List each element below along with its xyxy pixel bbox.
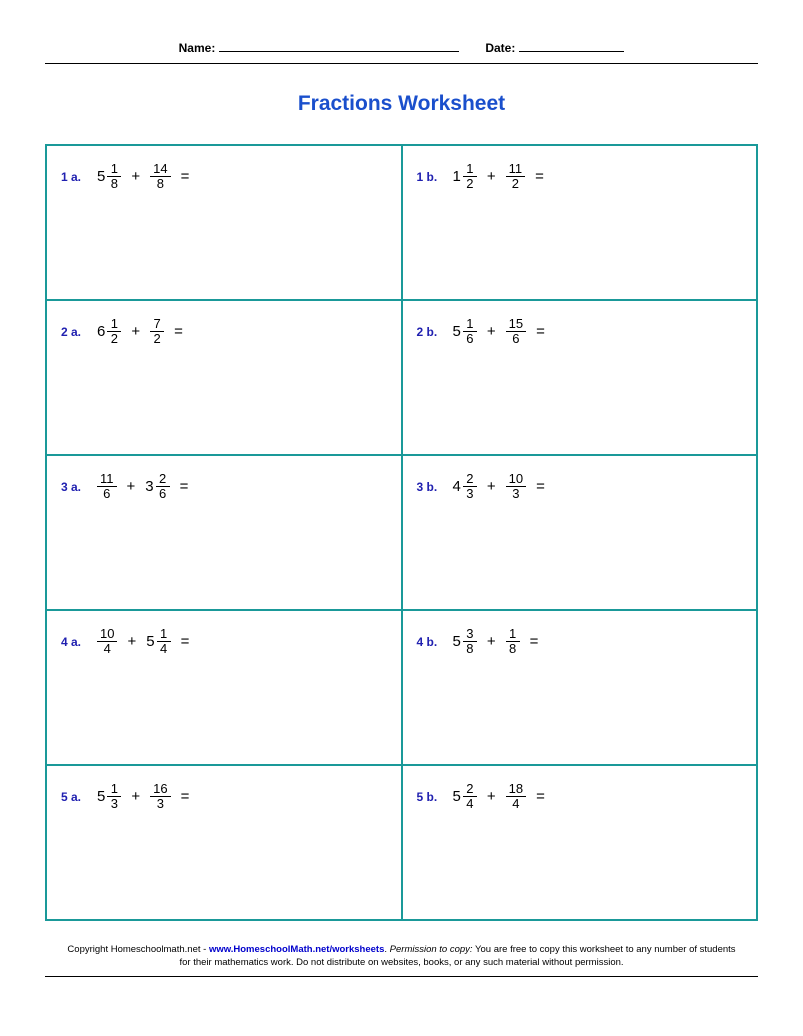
expression: 112 +112 = [453,162,546,192]
header-fields: Name: Date: [45,40,758,55]
expression: 104 +514 = [97,627,191,657]
expression: 612 +72 = [97,317,185,347]
whole-number: 5 [453,633,461,650]
equals-sign: = [179,788,192,805]
footer-link: www.HomeschoolMath.net/worksheets [209,944,384,955]
plus-operator: + [125,633,138,650]
problem-label: 3 b. [417,472,441,494]
fraction: 12 [463,162,477,192]
problem-cell: 2 a. 612 +72 = [46,300,402,455]
problem-label: 1 a. [61,162,85,184]
fraction: 24 [463,782,477,812]
problem-cell: 5 a. 513 +163 = [46,765,402,920]
problem-cell: 4 a. 104 +514 = [46,610,402,765]
worksheet-title: Fractions Worksheet [45,92,758,116]
equals-sign: = [534,478,547,495]
fraction: 163 [150,782,170,812]
fraction: 14 [157,627,171,657]
problem-label: 3 a. [61,472,85,494]
equals-sign: = [534,788,547,805]
whole-number: 5 [453,788,461,805]
problem-cell: 5 b. 524 +184 = [402,765,758,920]
fraction: 38 [463,627,477,657]
fraction: 23 [463,472,477,502]
problem-label: 1 b. [417,162,441,184]
whole-number: 1 [453,168,461,185]
whole-number: 4 [453,478,461,495]
fraction: 184 [506,782,526,812]
expression: 116 +326 = [97,472,190,502]
problem-grid: 1 a.518+148=1 b.112+112=2 a.612+72=2 b.5… [45,144,758,921]
plus-operator: + [485,788,498,805]
plus-operator: + [129,168,142,185]
equals-sign: = [533,168,546,185]
fraction: 72 [150,317,164,347]
problem-label: 5 b. [417,782,441,804]
fraction: 112 [506,162,526,192]
plus-operator: + [129,323,142,340]
expression: 513 +163 = [97,782,191,812]
equals-sign: = [178,478,191,495]
problem-cell: 2 b. 516 +156 = [402,300,758,455]
footer-copyright: Copyright Homeschoolmath.net - www.Homes… [45,943,758,970]
problem-label: 5 a. [61,782,85,804]
plus-operator: + [485,633,498,650]
plus-operator: + [485,323,498,340]
name-blank [219,40,459,52]
plus-operator: + [485,168,498,185]
whole-number: 5 [146,633,154,650]
problem-label: 4 b. [417,627,441,649]
plus-operator: + [129,788,142,805]
equals-sign: = [179,168,192,185]
name-label: Name: [179,41,216,55]
problem-cell: 4 b. 538 +18 = [402,610,758,765]
fraction: 103 [506,472,526,502]
problem-cell: 3 a. 116 +326 = [46,455,402,610]
problem-cell: 1 a. 518 +148 = [46,145,402,300]
whole-number: 3 [145,478,153,495]
footer-rule [45,976,758,977]
fraction: 12 [107,317,121,347]
fraction: 13 [107,782,121,812]
whole-number: 5 [97,168,105,185]
whole-number: 5 [453,323,461,340]
equals-sign: = [534,323,547,340]
fraction: 156 [506,317,526,347]
fraction: 26 [156,472,170,502]
problem-cell: 3 b. 423 +103 = [402,455,758,610]
header-rule [45,63,758,64]
expression: 518 +148 = [97,162,191,192]
expression: 423 +103 = [453,472,547,502]
equals-sign: = [179,633,192,650]
expression: 524 +184 = [453,782,547,812]
fraction: 116 [97,472,117,502]
fraction: 18 [107,162,121,192]
whole-number: 5 [97,788,105,805]
fraction: 148 [150,162,170,192]
fraction: 18 [506,627,520,657]
fraction: 104 [97,627,117,657]
date-blank [519,40,624,52]
plus-operator: + [125,478,138,495]
equals-sign: = [528,633,541,650]
date-label: Date: [485,41,515,55]
equals-sign: = [172,323,185,340]
problem-cell: 1 b. 112 +112 = [402,145,758,300]
plus-operator: + [485,478,498,495]
problem-label: 2 a. [61,317,85,339]
whole-number: 6 [97,323,105,340]
expression: 516 +156 = [453,317,547,347]
problem-label: 2 b. [417,317,441,339]
expression: 538 +18 = [453,627,541,657]
fraction: 16 [463,317,477,347]
problem-label: 4 a. [61,627,85,649]
